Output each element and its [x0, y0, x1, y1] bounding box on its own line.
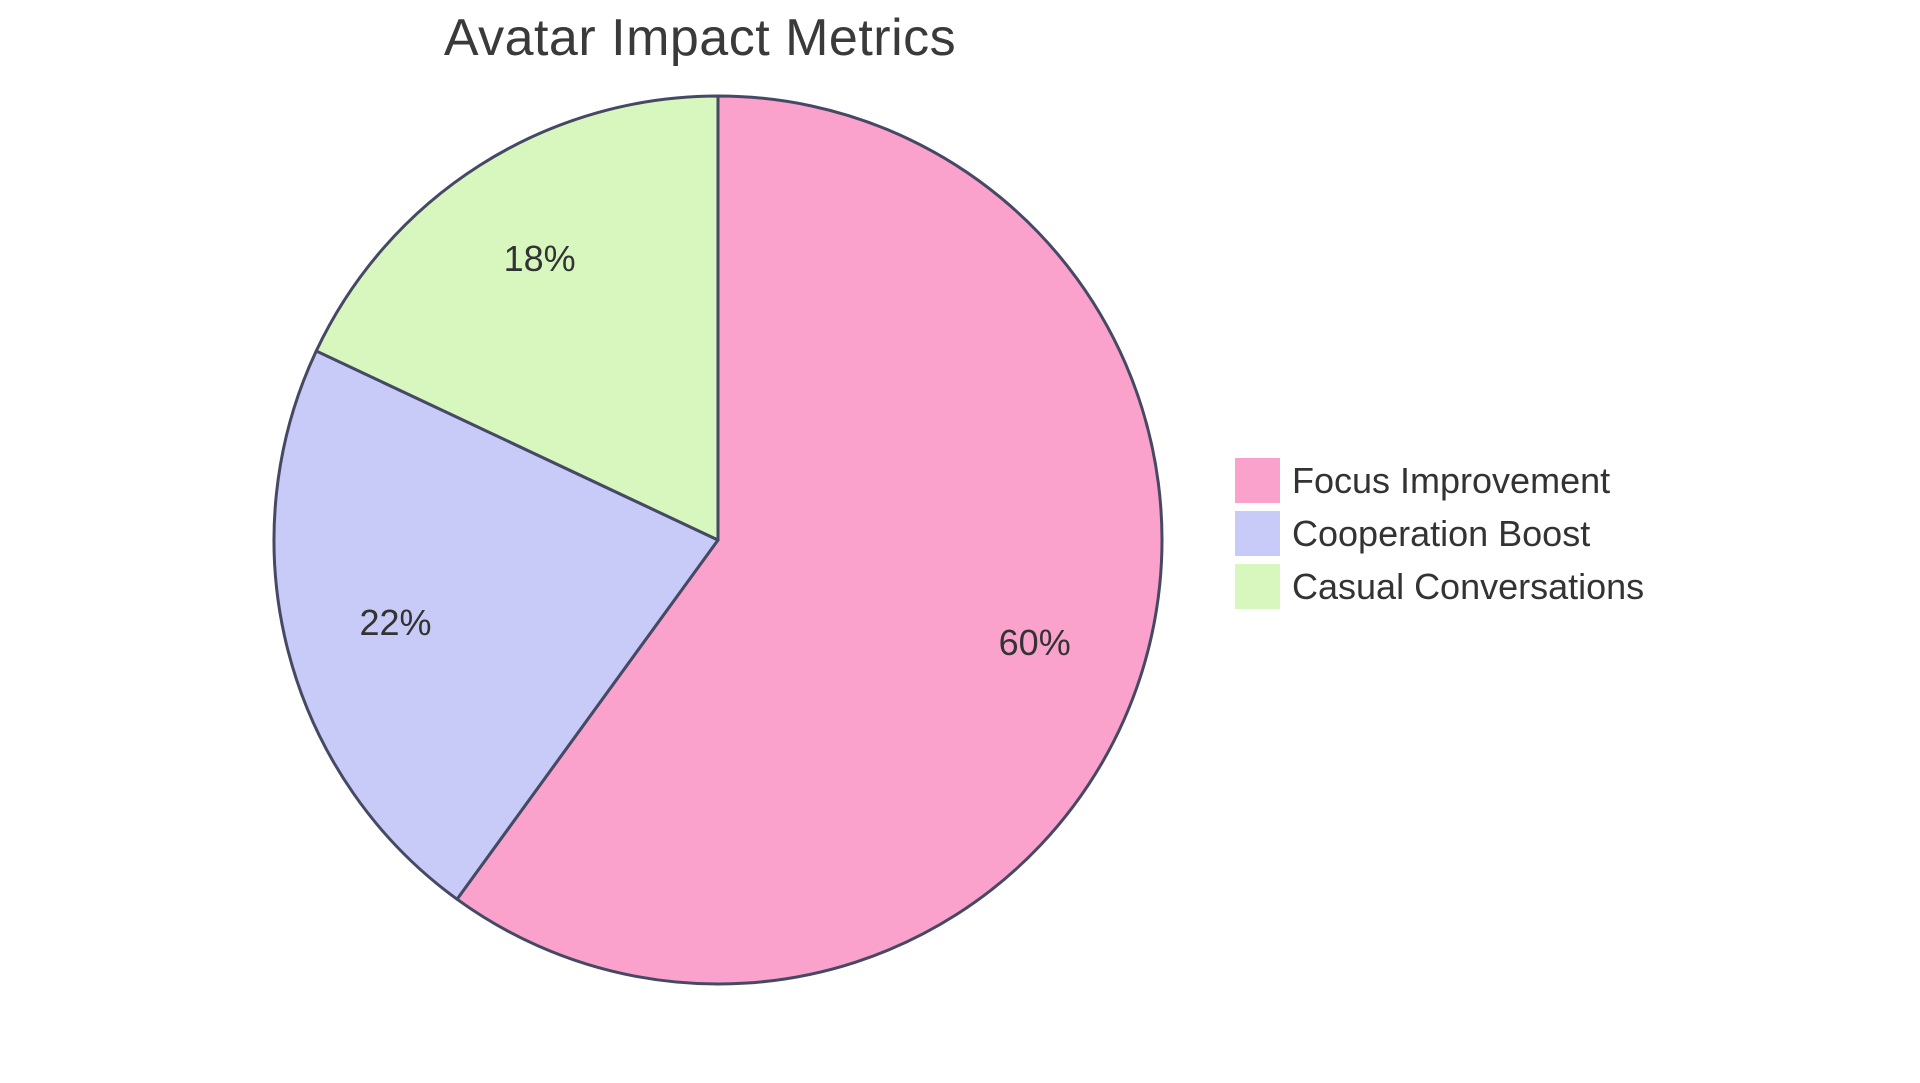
legend-label: Cooperation Boost — [1292, 513, 1591, 554]
slice-label: 60% — [999, 622, 1071, 663]
legend-swatch-cooperation-boost — [1235, 511, 1280, 556]
legend-item: Focus Improvement — [1235, 458, 1644, 503]
legend-item: Casual Conversations — [1235, 564, 1644, 609]
slice-label: 22% — [359, 602, 431, 643]
pie-slice-focus-improvement — [455, 94, 1164, 986]
legend-label: Casual Conversations — [1292, 566, 1645, 607]
legend-swatch-focus-improvement — [1235, 458, 1280, 503]
legend-item: Cooperation Boost — [1235, 511, 1644, 556]
legend-swatch-casual-conversations — [1235, 564, 1280, 609]
legend-label: Focus Improvement — [1292, 460, 1611, 501]
pie-slice-casual-conversations — [314, 94, 720, 542]
legend: Focus Improvement Cooperation Boost Casu… — [1235, 458, 1644, 617]
slice-label: 18% — [504, 238, 576, 279]
chart-title: Avatar Impact Metrics — [443, 9, 957, 67]
